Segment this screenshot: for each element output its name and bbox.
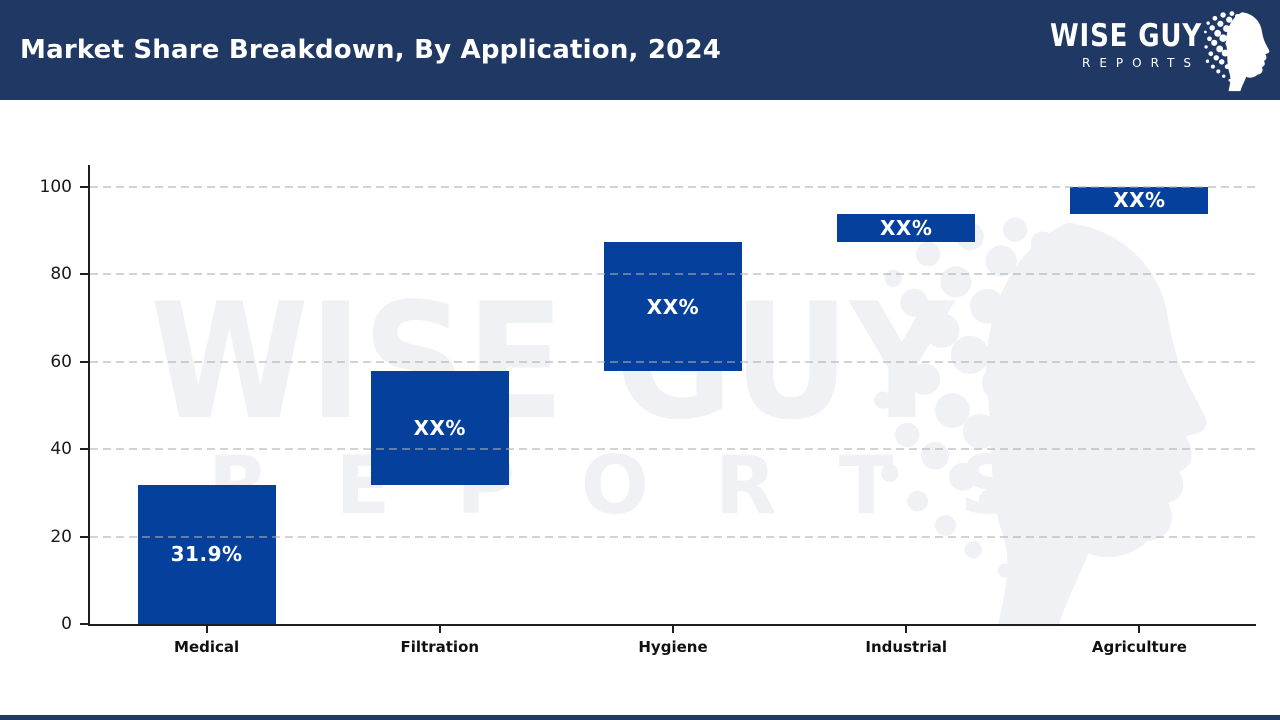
page-title: Market Share Breakdown, By Application, … [20,35,722,65]
bar-value-label: XX% [646,294,700,319]
x-tick-mark-industrial [905,626,908,633]
y-tick-mark-0 [80,623,88,625]
header: Market Share Breakdown, By Application, … [0,0,1280,100]
gridline-60 [90,360,1256,363]
x-axis-label-hygiene: Hygiene [638,638,708,656]
y-tick-label-60: 60 [50,351,72,372]
x-axis-label-filtration: Filtration [400,638,480,656]
x-tick-mark-filtration [438,626,441,633]
watermark-subtitle: REPORTS [208,439,1084,532]
gridline-20 [90,535,1256,538]
logo-wordmark: WISE GUY [1049,18,1202,54]
y-tick-mark-100 [80,186,88,188]
x-tick-mark-medical [205,626,208,633]
x-tick-mark-agriculture [1138,626,1141,633]
gridline-40 [90,448,1256,451]
footer-strip [0,715,1280,720]
bar-value-label: XX% [879,215,933,240]
bar-agriculture: XX% [1070,187,1209,214]
gridline-80 [90,273,1256,276]
y-tick-label-20: 20 [50,526,72,547]
plot-area: 0 20 40 60 80 100 31.9% Medical XX% Filtration XX%… [40,165,1256,656]
bar-industrial: XX% [837,213,976,242]
y-tick-label-100: 100 [39,177,72,197]
logo-text: WISE GUY REPORTS [1021,18,1202,70]
wise-guy-logo: WISE GUY REPORTS [1035,4,1270,96]
y-tick-mark-40 [80,448,88,451]
bar-filtration: XX% [370,371,509,485]
x-axis-label-medical: Medical [174,638,240,656]
x-tick-mark-hygiene [672,626,674,633]
bar-medical: 31.9% [137,484,276,624]
x-axis-label-industrial: Industrial [865,638,947,656]
bar-hygiene: XX% [604,241,742,372]
logo-subtitle: REPORTS [1081,56,1200,70]
x-axis-label-agriculture: Agriculture [1091,638,1187,656]
bar-value-label: XX% [1113,188,1166,213]
y-tick-label-40: 40 [50,439,72,460]
bar-value-label: XX% [413,416,466,441]
y-tick-mark-80 [80,273,88,276]
bar-value-label: 31.9% [170,542,243,567]
gridline-100 [90,186,1256,188]
y-tick-mark-60 [80,360,88,363]
face-profile-icon [1204,11,1270,92]
y-tick-mark-20 [80,535,88,538]
y-tick-label-0: 0 [61,614,72,634]
y-tick-label-80: 80 [50,264,72,285]
watermark-face-icon [872,217,1207,627]
